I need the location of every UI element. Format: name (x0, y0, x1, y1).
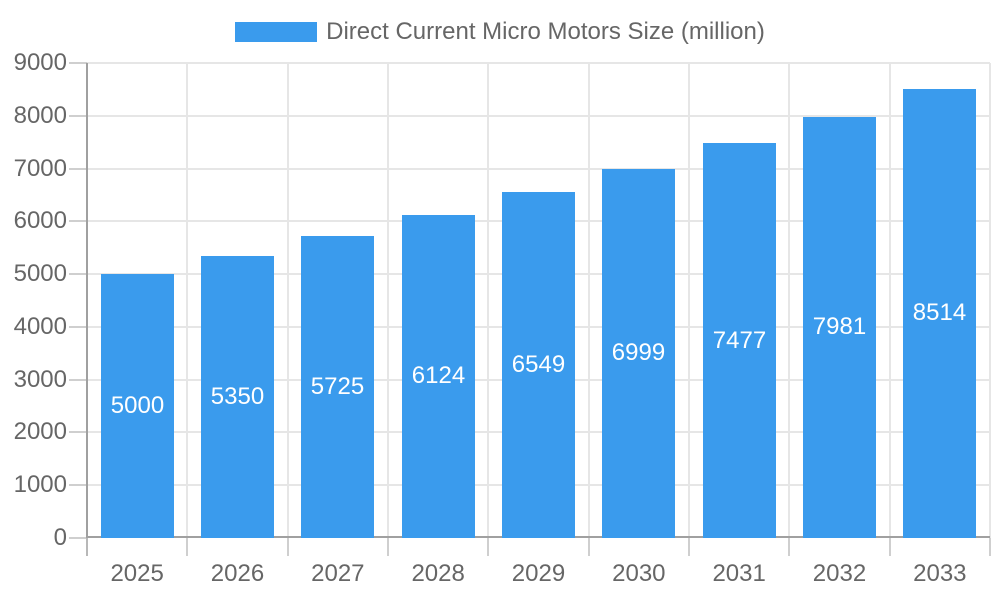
y-tick-label: 1000 (13, 471, 67, 499)
y-axis-tick (69, 62, 87, 64)
y-axis-tick (69, 167, 87, 170)
bar-value-label: 8514 (912, 299, 967, 327)
x-axis-tick (186, 538, 189, 556)
v-gridline (487, 63, 490, 538)
y-tick-label: 6000 (13, 207, 67, 235)
v-gridline (286, 63, 289, 538)
x-tick-label: 2032 (812, 560, 867, 587)
x-tick-label: 2033 (913, 560, 967, 587)
v-gridline (788, 63, 791, 538)
h-gridline (87, 167, 990, 170)
h-gridline (87, 62, 990, 64)
y-tick-label: 8000 (13, 101, 67, 129)
bar-value-label: 6999 (611, 339, 666, 367)
x-axis-tick (487, 538, 490, 556)
x-axis-tick (86, 538, 88, 556)
x-axis-tick (888, 538, 891, 556)
bar-value-label: 7477 (712, 326, 767, 354)
y-tick-label: 2000 (13, 418, 67, 446)
x-tick-label: 2028 (411, 560, 465, 587)
bar[interactable]: 6124 (402, 214, 475, 538)
y-axis-tick (69, 114, 87, 117)
x-tick-label: 2031 (712, 560, 766, 587)
legend-label: Direct Current Micro Motors Size (millio… (326, 18, 765, 45)
y-axis-tick (69, 537, 87, 539)
x-axis-tick (989, 538, 991, 556)
y-tick-label: 5000 (13, 260, 67, 288)
bar-value-label: 5350 (210, 382, 265, 410)
y-axis-line (86, 63, 88, 538)
v-gridline (387, 63, 389, 538)
y-axis-tick (69, 325, 87, 328)
legend: Direct Current Micro Motors Size (millio… (0, 18, 1000, 46)
y-axis-tick (69, 431, 87, 434)
y-tick-label: 0 (53, 524, 67, 551)
y-tick-label: 9000 (13, 49, 67, 76)
y-axis-tick (69, 220, 87, 223)
bar[interactable]: 5000 (101, 274, 174, 538)
bar[interactable]: 7981 (803, 116, 876, 538)
y-tick-label: 7000 (13, 154, 67, 182)
h-gridline (87, 114, 990, 117)
y-tick-label: 4000 (13, 312, 67, 340)
bar-value-label: 6549 (511, 351, 566, 379)
legend-swatch-icon (235, 22, 318, 42)
x-tick-label: 2025 (110, 560, 164, 587)
y-axis-tick (69, 484, 87, 487)
bar[interactable]: 6549 (502, 192, 575, 538)
bar-value-label: 6124 (411, 362, 466, 390)
y-axis-tick (69, 273, 87, 276)
x-tick-label: 2027 (311, 560, 365, 587)
y-tick-label: 3000 (13, 365, 67, 393)
bar[interactable]: 8514 (903, 88, 976, 538)
x-axis-tick (387, 538, 389, 556)
v-gridline (888, 63, 891, 538)
v-gridline (587, 63, 590, 538)
bar-value-label: 7981 (812, 313, 867, 341)
bar-value-label: 5725 (310, 372, 365, 400)
bar[interactable]: 5350 (201, 255, 274, 538)
v-gridline (186, 63, 189, 538)
x-axis-tick (286, 538, 289, 556)
plot-area: 0 1000 2000 3000 4000 5000 6000 7000 8000 9000 500… (14, 49, 991, 587)
x-axis-tick (788, 538, 791, 556)
bar-value-label: 5000 (110, 392, 165, 420)
x-axis-tick (587, 538, 590, 556)
x-tick-label: 2029 (511, 560, 566, 587)
bar[interactable]: 5725 (301, 235, 374, 538)
x-tick-label: 2026 (210, 560, 265, 587)
x-axis-tick (688, 538, 690, 556)
legend-item[interactable]: Direct Current Micro Motors Size (millio… (235, 18, 765, 46)
bar[interactable]: 7477 (703, 143, 776, 538)
y-axis-tick (69, 378, 87, 381)
x-tick-label: 2030 (612, 560, 666, 587)
bar[interactable]: 6999 (602, 168, 675, 538)
v-gridline (688, 63, 690, 538)
v-gridline (989, 63, 991, 538)
